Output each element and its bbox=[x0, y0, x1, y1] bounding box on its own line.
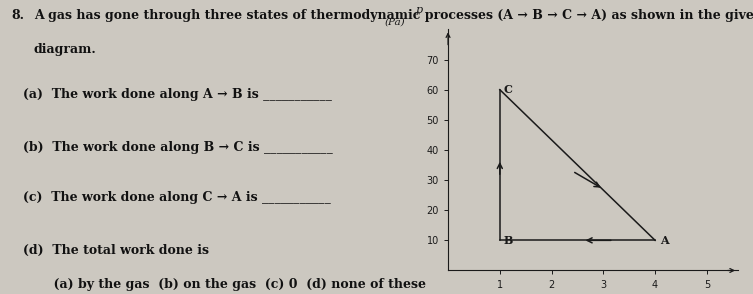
Text: (c)  The work done along C → A is ___________: (c) The work done along C → A is _______… bbox=[23, 191, 331, 204]
Text: C: C bbox=[504, 84, 513, 95]
Text: (a)  The work done along A → B is ___________: (a) The work done along A → B is _______… bbox=[23, 88, 331, 101]
Text: p: p bbox=[416, 5, 422, 15]
Text: (a) by the gas  (b) on the gas  (c) 0  (d) none of these: (a) by the gas (b) on the gas (c) 0 (d) … bbox=[23, 278, 425, 291]
Text: A gas has gone through three states of thermodynamic processes (A → B → C → A) a: A gas has gone through three states of t… bbox=[34, 9, 753, 22]
Text: A: A bbox=[660, 235, 669, 246]
Text: (Pa): (Pa) bbox=[384, 18, 405, 27]
Text: B: B bbox=[504, 235, 514, 246]
Text: diagram.: diagram. bbox=[34, 43, 96, 56]
X-axis label: V (m$^3$): V (m$^3$) bbox=[575, 292, 611, 294]
Text: (b)  The work done along B → C is ___________: (b) The work done along B → C is _______… bbox=[23, 141, 332, 154]
Text: 8.: 8. bbox=[11, 9, 24, 22]
Text: (d)  The total work done is: (d) The total work done is bbox=[23, 244, 209, 257]
